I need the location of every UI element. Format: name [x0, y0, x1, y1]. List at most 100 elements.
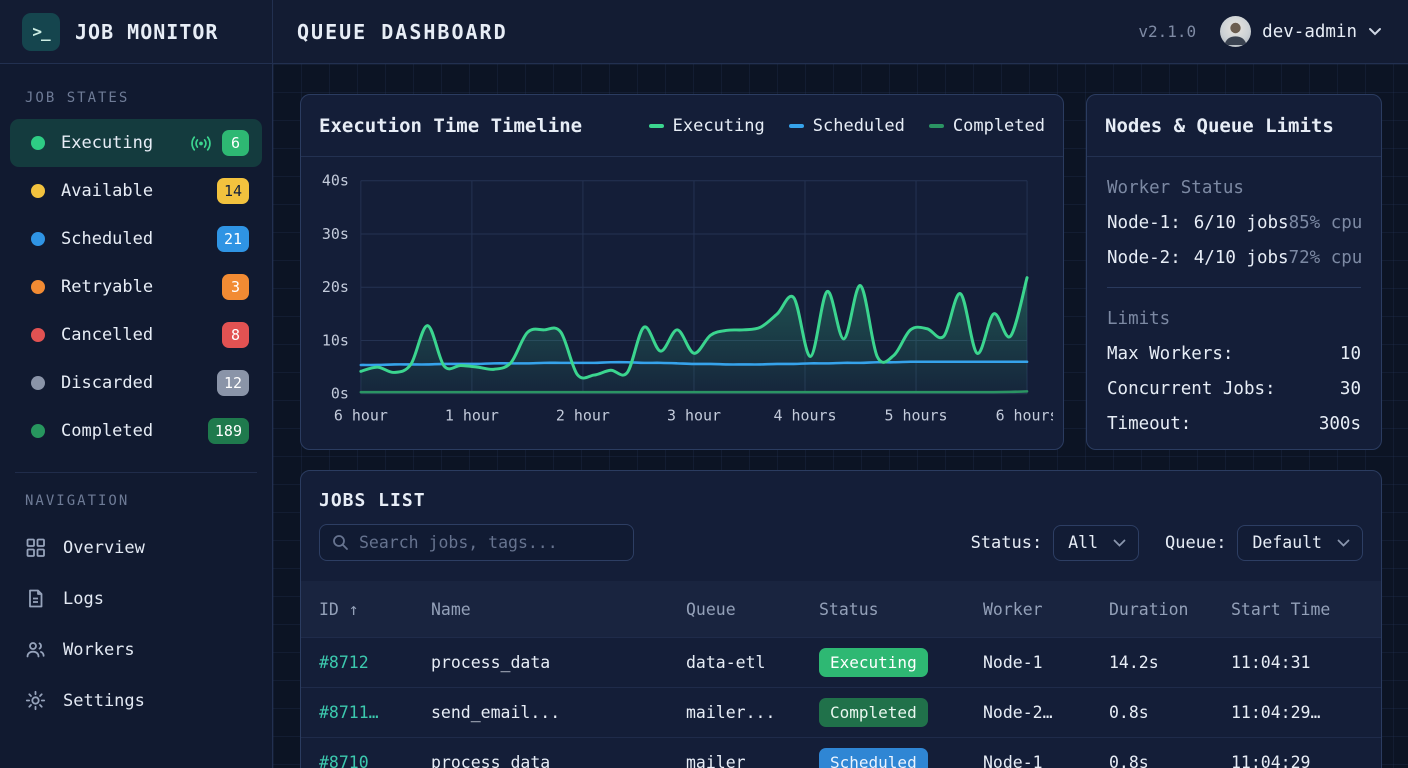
status-filter-select[interactable]: All: [1053, 524, 1140, 561]
job-queue: data-etl: [686, 653, 766, 672]
timeline-chart: 6 hour 1 hour 2 hour 3 hour 4 hours 5 hours 6 …: [322, 172, 1053, 425]
nav-label: Workers: [63, 639, 135, 660]
nav-label: Settings: [63, 690, 145, 711]
state-label: Retryable: [61, 277, 154, 297]
job-queue: mailer...: [686, 703, 776, 722]
state-label: Executing: [61, 133, 154, 153]
status-badge: Executing: [819, 648, 928, 677]
cancelled-dot: [31, 328, 45, 342]
sidebar-item-available[interactable]: Available 14: [10, 167, 262, 215]
queue-filter-select[interactable]: Default: [1237, 524, 1363, 561]
status-filter-value: All: [1068, 533, 1099, 552]
state-label: Completed: [61, 421, 154, 441]
node-cpu: 72% cpu: [1288, 248, 1363, 268]
svg-text:5 hours: 5 hours: [885, 406, 948, 424]
job-name: process_data: [431, 753, 551, 768]
sidebar-item-workers[interactable]: Workers: [10, 624, 262, 675]
scheduled-legend-swatch: [788, 123, 804, 128]
column-duration[interactable]: Duration: [1109, 599, 1189, 619]
sidebar-item-cancelled[interactable]: Cancelled 8: [10, 311, 262, 359]
job-id-link[interactable]: #8711…: [319, 703, 379, 722]
count-badge: 6: [222, 130, 249, 156]
user-menu[interactable]: dev-admin: [1220, 16, 1382, 47]
sidebar-item-scheduled[interactable]: Scheduled 21: [10, 215, 262, 263]
status-filter-label: Status:: [970, 532, 1043, 553]
table-row[interactable]: #8710 process_data mailer Scheduled Node…: [301, 737, 1381, 768]
limit-max-workers: Max Workers: 10: [1107, 344, 1361, 364]
column-queue[interactable]: Queue: [686, 599, 736, 619]
limit-concurrent-jobs: Concurrent Jobs: 30: [1107, 379, 1361, 399]
job-duration: 0.8s: [1109, 703, 1149, 722]
sidebar-item-logs[interactable]: Logs: [10, 573, 262, 624]
nodes-card-title: Nodes & Queue Limits: [1105, 114, 1334, 137]
column-name[interactable]: Name: [431, 599, 471, 619]
legend-item-executing[interactable]: Executing: [648, 116, 765, 136]
grid-icon: [25, 537, 46, 558]
main-content: Execution Time Timeline Executing Schedu…: [273, 64, 1408, 768]
jobs-list-title: JOBS LIST: [319, 490, 426, 511]
limit-value: 300s: [1318, 414, 1361, 434]
column-status[interactable]: Status: [819, 599, 879, 619]
brand-bar: >_ JOB MONITOR: [0, 0, 273, 64]
sidebar-item-discarded[interactable]: Discarded 12: [10, 359, 262, 407]
job-id-link[interactable]: #8712: [319, 653, 369, 672]
node-jobs: 4/10 jobs: [1193, 248, 1289, 268]
state-label: Scheduled: [61, 229, 154, 249]
svg-text:10s: 10s: [322, 331, 349, 349]
limit-timeout: Timeout: 300s: [1107, 414, 1361, 434]
status-badge: Scheduled: [819, 748, 928, 768]
svg-text:6 hours: 6 hours: [996, 406, 1053, 424]
legend-label: Scheduled: [812, 115, 905, 136]
state-label: Available: [61, 181, 154, 201]
nav-label: Overview: [63, 537, 145, 558]
jobs-list-card: JOBS LIST Status: All: [300, 470, 1382, 768]
execution-timeline-card: Execution Time Timeline Executing Schedu…: [300, 94, 1064, 450]
jobs-table-header: ID ↑ Name Queue Status Worker Duration S…: [301, 581, 1381, 637]
gear-icon: [25, 690, 46, 711]
count-badge: 189: [207, 418, 249, 444]
terminal-logo-icon: >_: [22, 12, 60, 51]
svg-text:6 hour: 6 hour: [334, 406, 388, 424]
queue-filter-value: Default: [1252, 533, 1322, 552]
sidebar-item-overview[interactable]: Overview: [10, 522, 262, 573]
legend-item-scheduled[interactable]: Scheduled: [788, 115, 905, 136]
queue-filter-label: Queue:: [1165, 532, 1227, 553]
search-input[interactable]: [359, 533, 621, 552]
count-badge: 21: [216, 226, 249, 252]
job-id-link[interactable]: #8710: [319, 753, 369, 768]
limit-label: Max Workers:: [1107, 344, 1234, 364]
node-1-status: Node-1: 6/10 jobs 85% cpu: [1107, 213, 1362, 233]
job-name: send_email...: [431, 703, 561, 722]
column-id[interactable]: ID ↑: [319, 599, 359, 619]
count-badge: 8: [222, 322, 249, 348]
timeline-card-title: Execution Time Timeline: [319, 114, 583, 137]
legend-item-completed[interactable]: Completed: [928, 116, 1045, 136]
sidebar-item-retryable[interactable]: Retryable 3: [10, 263, 262, 311]
count-badge: 3: [222, 274, 249, 300]
column-start-time[interactable]: Start Time: [1231, 599, 1331, 619]
document-icon: [25, 588, 46, 609]
chevron-down-icon: [1113, 539, 1126, 547]
sidebar-item-executing[interactable]: Executing 6: [10, 119, 262, 167]
table-row[interactable]: #8712 process_data data-etl Executing No…: [301, 637, 1381, 687]
table-row[interactable]: #8711… send_email... mailer... Completed…: [301, 687, 1381, 737]
svg-text:0s: 0s: [331, 385, 349, 403]
status-badge: Completed: [819, 698, 928, 727]
limit-value: 30: [1339, 379, 1361, 399]
state-label: Discarded: [61, 373, 154, 393]
sidebar-item-settings[interactable]: Settings: [10, 675, 262, 726]
node-name: Node-2:: [1107, 248, 1181, 268]
job-queue: mailer: [686, 753, 746, 768]
people-icon: [25, 639, 46, 660]
nodes-limits-card: Nodes & Queue Limits Worker Status Node-…: [1086, 94, 1382, 450]
svg-text:20s: 20s: [322, 278, 349, 296]
jobs-search-box[interactable]: [319, 524, 634, 561]
column-worker[interactable]: Worker: [983, 599, 1043, 619]
node-2-status: Node-2: 4/10 jobs 72% cpu: [1107, 248, 1363, 268]
discarded-dot: [31, 376, 45, 390]
svg-text:1 hour: 1 hour: [445, 406, 499, 424]
available-dot: [31, 184, 45, 198]
sidebar-item-completed[interactable]: Completed 189: [10, 407, 262, 455]
job-worker: Node-1: [983, 653, 1043, 672]
navigation-header: NAVIGATION: [25, 493, 130, 509]
